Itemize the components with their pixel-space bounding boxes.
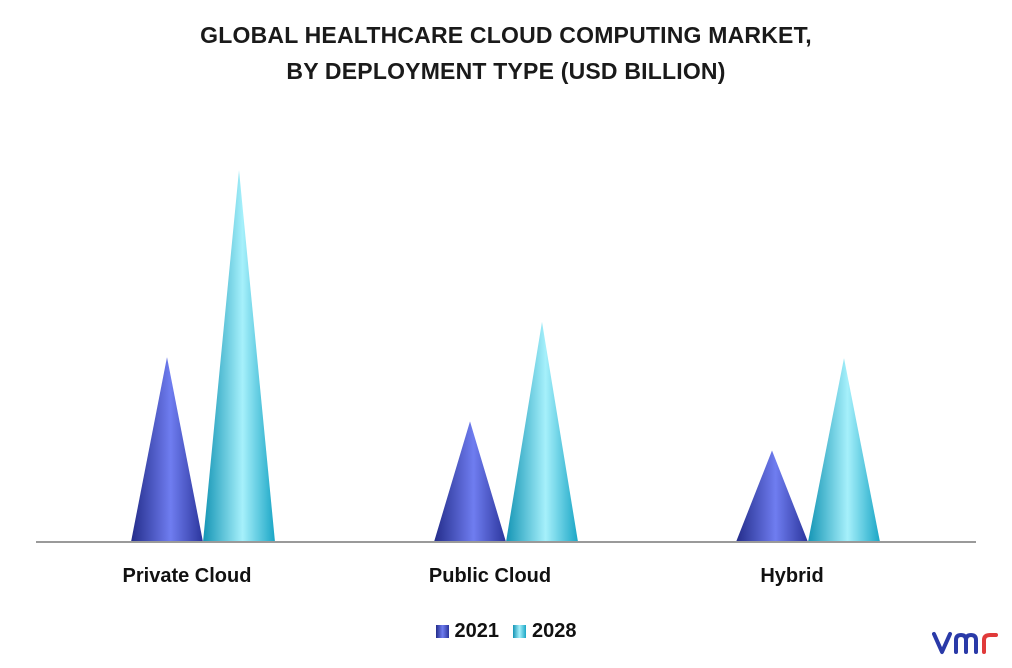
cone-hybrid-2028: [808, 358, 880, 542]
cone-public-cloud-2028: [506, 321, 578, 542]
cone-private-cloud-2028: [203, 170, 275, 542]
cone-public-cloud-2021: [434, 421, 506, 542]
x-axis-labels: Private Cloud Public Cloud Hybrid: [123, 565, 824, 587]
legend-swatch-2028: [513, 625, 526, 638]
chart-title-line-2: BY DEPLOYMENT TYPE (USD BILLION): [286, 58, 726, 84]
legend-item-2021: 2021: [435, 620, 500, 643]
legend: 2021 2028: [0, 620, 1012, 643]
x-axis-label-public-cloud: Public Cloud: [429, 565, 551, 587]
chart-cones: [131, 170, 880, 542]
vmr-logo: [932, 632, 998, 654]
legend-label-2028: 2028: [532, 620, 577, 642]
cone-private-cloud-2021: [131, 357, 203, 542]
x-axis-label-hybrid: Hybrid: [760, 565, 823, 587]
x-axis-label-private-cloud: Private Cloud: [123, 565, 252, 587]
chart-title-line-1: GLOBAL HEALTHCARE CLOUD COMPUTING MARKET…: [200, 22, 812, 48]
cone-hybrid-2021: [736, 450, 808, 542]
legend-label-2021: 2021: [454, 620, 500, 642]
legend-item-2028: 2028: [513, 620, 577, 643]
legend-swatch-2021: [435, 625, 449, 638]
